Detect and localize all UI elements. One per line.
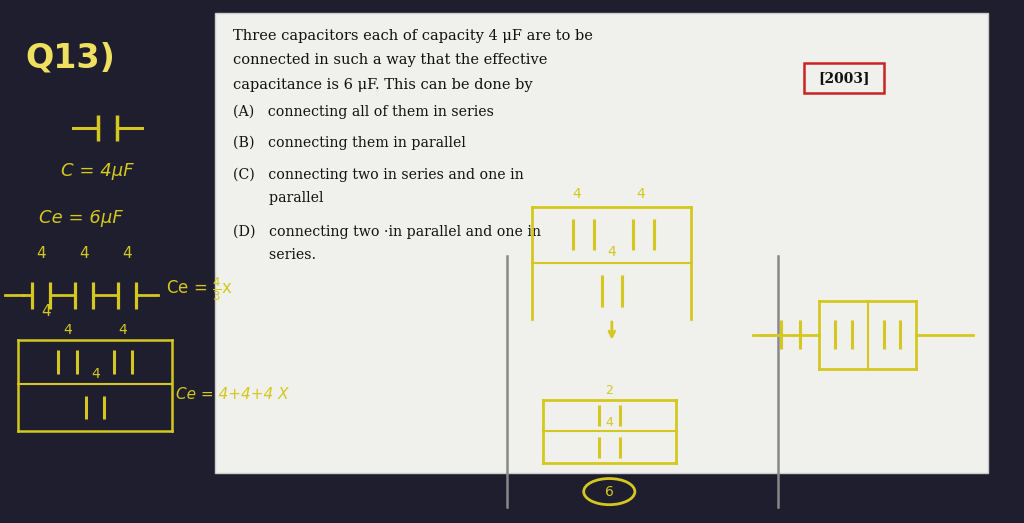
Text: 6: 6 [605, 485, 613, 498]
Text: 4: 4 [41, 304, 51, 319]
Text: 4: 4 [572, 187, 582, 201]
Text: 4: 4 [636, 187, 645, 201]
FancyBboxPatch shape [215, 13, 988, 473]
Text: Ce = $\frac{4}{3}$x: Ce = $\frac{4}{3}$x [166, 276, 233, 303]
Text: (C)   connecting two in series and one in: (C) connecting two in series and one in [233, 167, 524, 182]
Text: 4: 4 [607, 245, 616, 259]
Text: capacitance is 6 μF. This can be done by: capacitance is 6 μF. This can be done by [233, 78, 534, 92]
Text: 2: 2 [605, 384, 613, 397]
Text: (D)   connecting two ·in parallel and one in: (D) connecting two ·in parallel and one … [233, 225, 542, 240]
Text: Ce = 4+4+4 X: Ce = 4+4+4 X [176, 388, 289, 402]
Text: parallel: parallel [233, 191, 324, 205]
Text: 4: 4 [79, 246, 89, 262]
Text: C = 4μF: C = 4μF [61, 162, 134, 180]
Text: connected in such a way that the effective: connected in such a way that the effecti… [233, 53, 548, 67]
Text: 4: 4 [122, 246, 132, 262]
Text: Ce = 6μF: Ce = 6μF [39, 209, 123, 227]
Text: 4: 4 [605, 416, 613, 429]
Text: [2003]: [2003] [818, 71, 869, 85]
Text: Q13): Q13) [26, 42, 116, 75]
FancyBboxPatch shape [804, 63, 884, 93]
Text: (A)   connecting all of them in series: (A) connecting all of them in series [233, 105, 495, 119]
Text: 4: 4 [36, 246, 46, 262]
Text: (B)   connecting them in parallel: (B) connecting them in parallel [233, 136, 466, 151]
Text: 4: 4 [91, 367, 99, 381]
Text: 4: 4 [63, 323, 72, 337]
Text: series.: series. [233, 248, 316, 263]
Text: Three capacitors each of capacity 4 μF are to be: Three capacitors each of capacity 4 μF a… [233, 29, 593, 43]
Text: 4: 4 [119, 323, 127, 337]
